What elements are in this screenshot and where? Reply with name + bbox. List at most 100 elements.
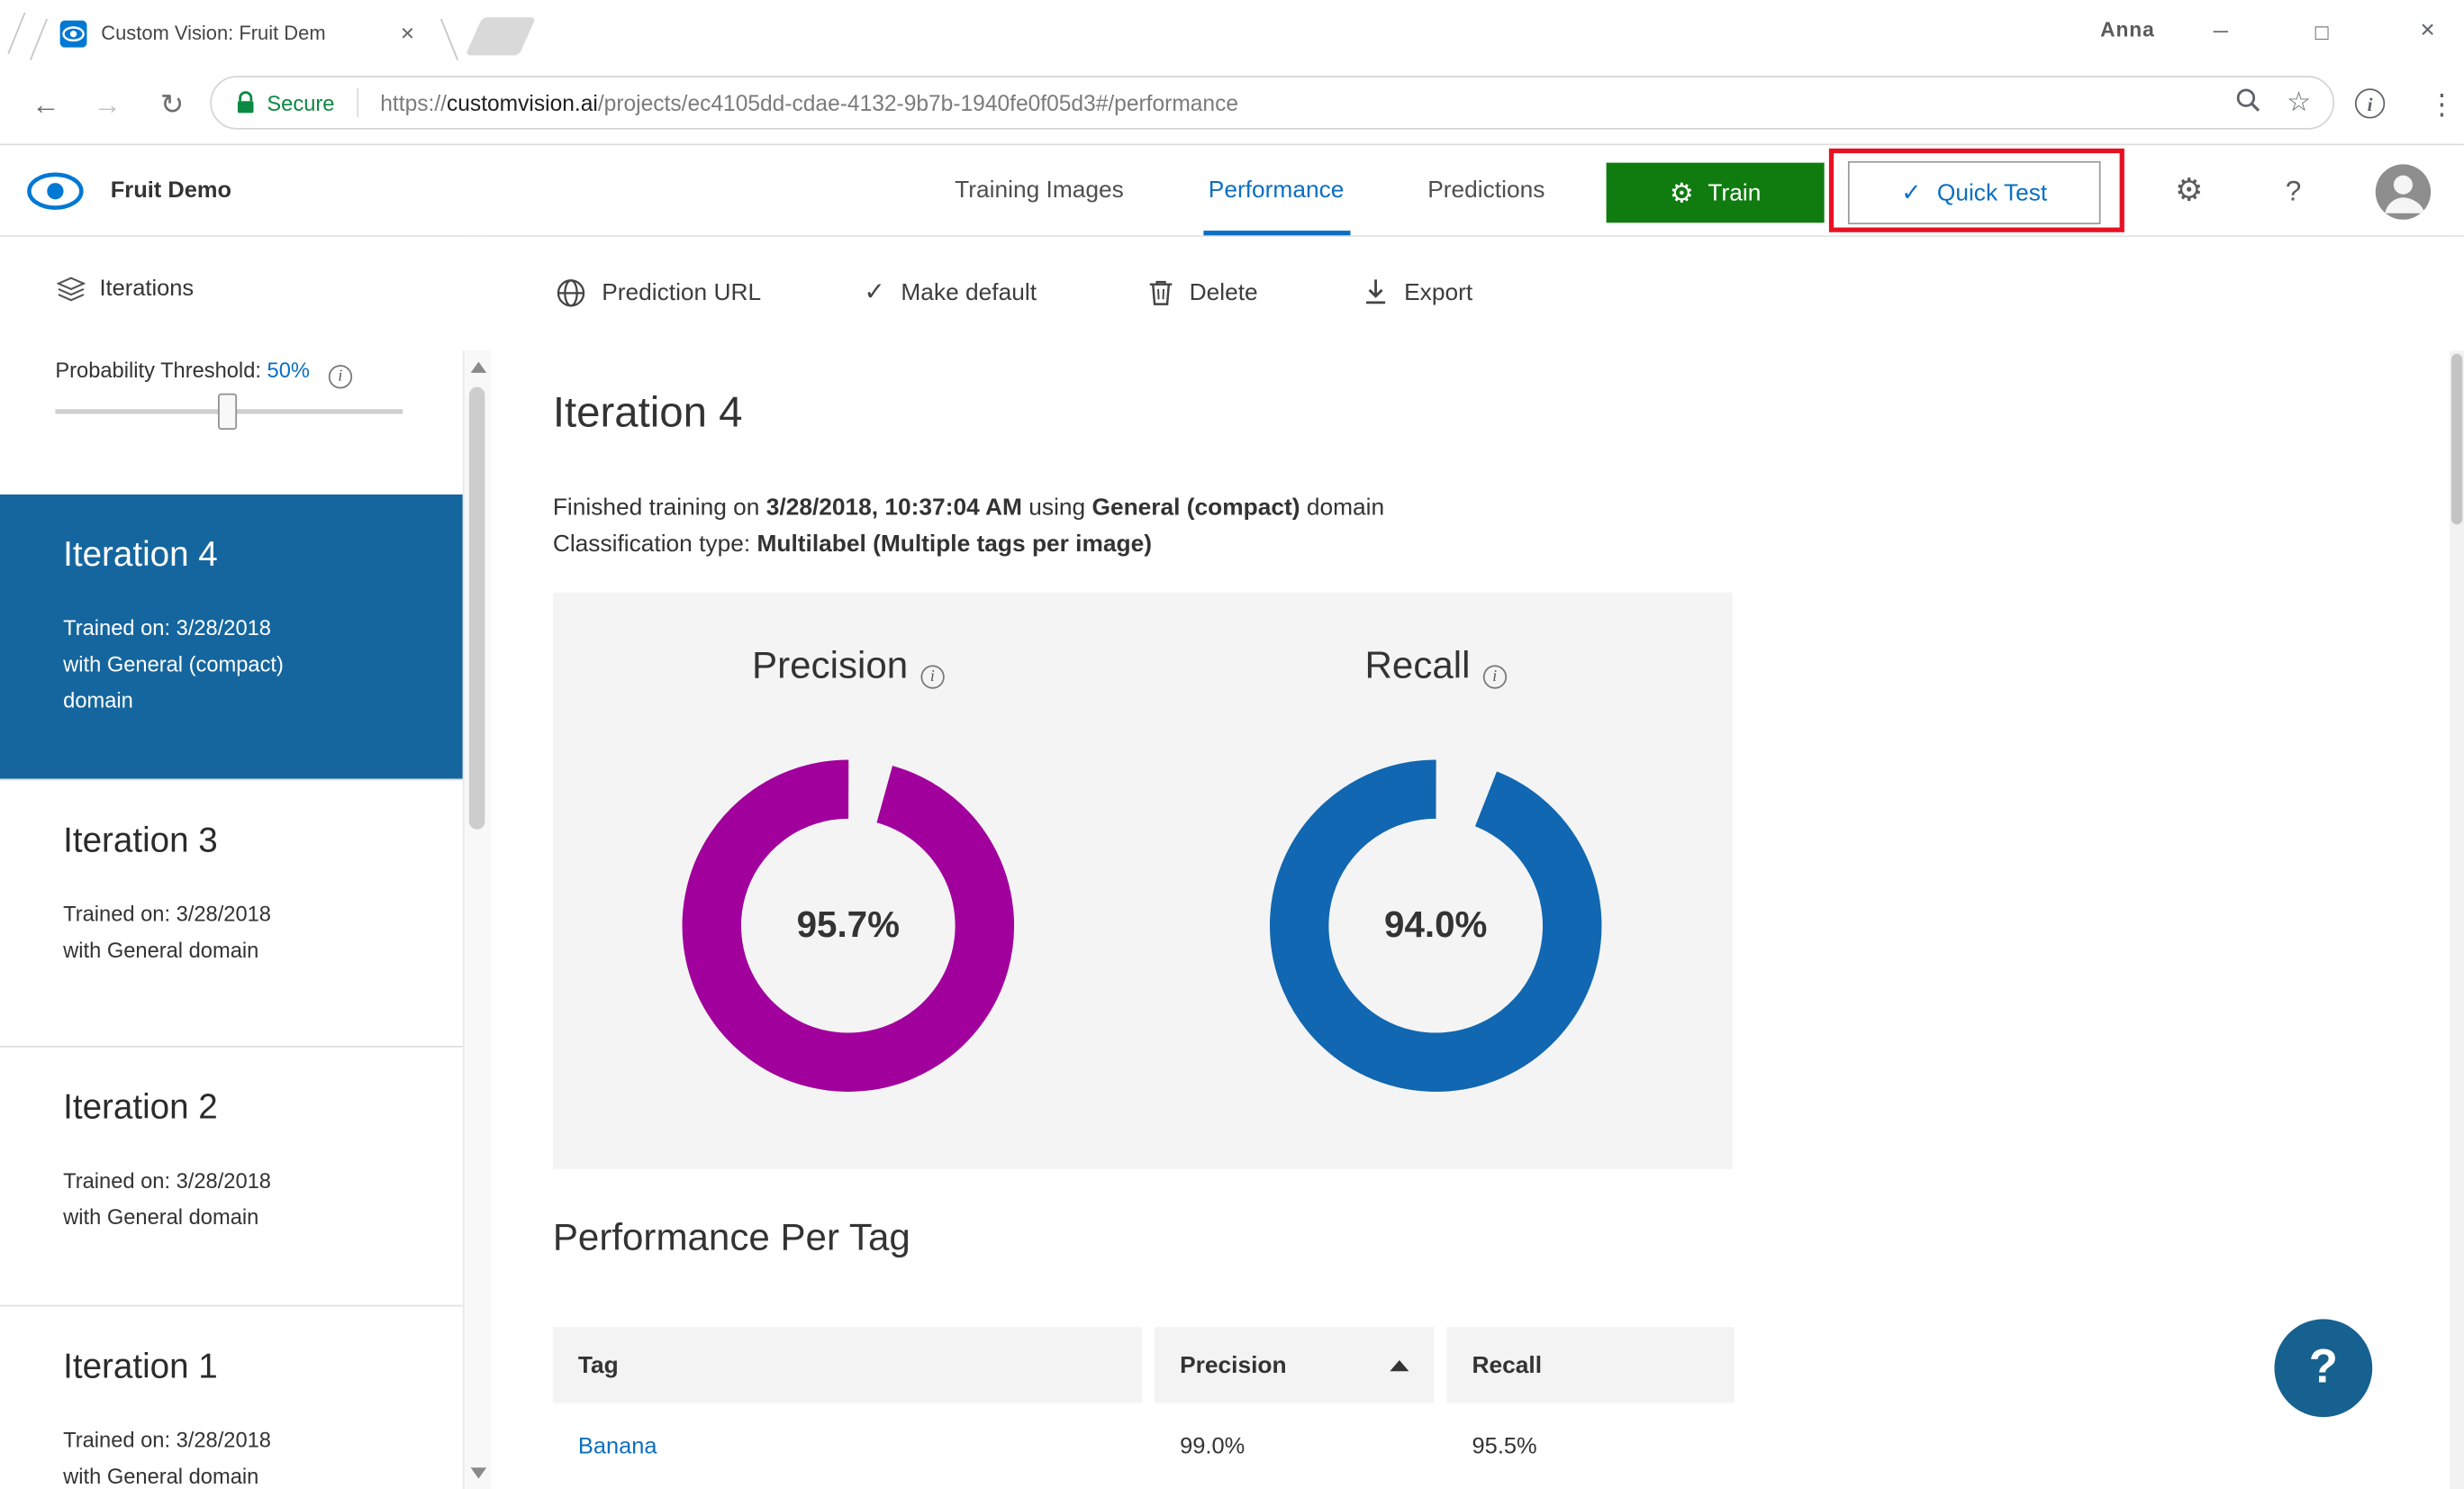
iteration-detail: with General domain (63, 938, 259, 963)
tabstrip-decoration (7, 12, 26, 54)
info-icon[interactable]: i (2354, 88, 2386, 119)
window-close-button[interactable]: × (2420, 17, 2435, 45)
tab-close-icon[interactable]: × (400, 20, 415, 48)
iteration-name: Iteration 3 (63, 820, 218, 860)
profile-name: Anna (2100, 17, 2155, 41)
avatar[interactable] (2375, 164, 2432, 220)
finished-training-line: Finished training on 3/28/2018, 10:37:04… (552, 494, 1385, 522)
classification-type: Multilabel (Multiple tags per image) (756, 531, 1152, 558)
train-gears-icon: ⚙ (1669, 177, 1694, 208)
check-icon: ✓ (864, 279, 885, 307)
precision-donut-chart (682, 759, 1015, 1092)
iteration-detail: with General (compact) (63, 652, 284, 676)
prediction-url-button[interactable]: Prediction URL (556, 260, 761, 323)
favicon-eye-icon (62, 26, 85, 42)
bookmark-star-icon[interactable]: ☆ (2287, 86, 2311, 117)
tab-predictions[interactable]: Predictions (1427, 177, 1545, 204)
iteration-card-1[interactable]: Iteration 1 Trained on: 3/28/2018 with G… (0, 1304, 463, 1489)
forward-button[interactable]: → (93, 88, 122, 121)
threshold-slider[interactable] (55, 392, 403, 433)
prediction-url-label: Prediction URL (602, 278, 762, 306)
iteration-name: Iteration 2 (63, 1086, 218, 1127)
recall-title: Recall i (1265, 645, 1607, 689)
trash-icon (1149, 280, 1173, 305)
make-default-button[interactable]: ✓ Make default (864, 260, 1037, 323)
page-scrollbar[interactable] (2450, 350, 2464, 1489)
globe-icon (557, 278, 585, 306)
scroll-down-icon[interactable] (470, 1467, 487, 1479)
new-tab-button[interactable] (465, 17, 537, 56)
iteration-card-4[interactable]: Iteration 4 Trained on: 3/28/2018 with G… (0, 494, 463, 779)
minimize-button[interactable]: ─ (2213, 19, 2228, 43)
browser-tab[interactable]: Custom Vision: Fruit Dem × (29, 6, 458, 63)
iteration-detail: Trained on: 3/28/2018 (63, 1428, 271, 1452)
export-button[interactable]: Export (1363, 260, 1473, 323)
iteration-detail: with General domain (63, 1464, 259, 1489)
quick-test-button[interactable]: ✓ Quick Test (1847, 160, 2101, 225)
iterations-sidebar: Iterations Probability Threshold: 50% i … (0, 237, 463, 1489)
address-bar[interactable]: Secure https://customvision.ai/projects/… (210, 76, 2335, 130)
recall-donut-chart (1269, 759, 1602, 1092)
banana-precision-value: 99.0% (1180, 1433, 1246, 1459)
training-metadata: Finished training on 3/28/2018, 10:37:04… (553, 490, 1384, 563)
person-icon (2385, 175, 2425, 213)
recall-value: 94.0% (1384, 903, 1488, 945)
train-label: Train (1708, 179, 1762, 206)
classification-type-line: Classification type: Multilabel (Multipl… (552, 531, 1152, 558)
sidebar-scrollbar[interactable] (462, 350, 492, 1489)
tab-training-images[interactable]: Training Images (955, 177, 1124, 204)
custom-vision-favicon (59, 20, 87, 48)
url-path: /projects/ec4105dd-cdae-4132-9b7b-1940fe… (597, 89, 1239, 116)
settings-gear-icon[interactable]: ⚙ (2175, 173, 2204, 209)
scroll-up-icon[interactable] (470, 361, 487, 373)
training-datetime: 3/28/2018, 10:37:04 AM (765, 494, 1022, 522)
iteration-detail: Trained on: 3/28/2018 (63, 615, 271, 640)
column-header-precision[interactable]: Precision (1155, 1327, 1435, 1403)
threshold-info-icon[interactable]: i (328, 365, 352, 389)
probability-threshold: Probability Threshold: 50% i (55, 359, 352, 389)
iteration-card-2[interactable]: Iteration 2 Trained on: 3/28/2018 with G… (0, 1046, 463, 1305)
tag-link-banana[interactable]: Banana (577, 1433, 657, 1459)
secure-label: Secure (267, 90, 335, 115)
train-button[interactable]: ⚙ Train (1606, 162, 1825, 223)
lock-icon (235, 90, 256, 115)
iterations-title: Iterations (99, 276, 195, 302)
main-content: Prediction URL ✓ Make default Delete Exp… (491, 237, 2450, 1489)
help-question-icon: ? (2308, 1340, 2338, 1394)
iteration-detail: Trained on: 3/28/2018 (63, 902, 271, 926)
header-help-icon[interactable]: ? (2285, 175, 2302, 207)
column-header-tag[interactable]: Tag (552, 1327, 1142, 1403)
export-icon (1366, 279, 1386, 304)
tab-edge-right (439, 18, 458, 60)
site-header: Fruit Demo Training Images Performance P… (0, 145, 2464, 238)
url-host: customvision.ai (446, 89, 598, 116)
recall-info-icon[interactable]: i (1482, 665, 1507, 689)
back-button[interactable]: ← (32, 88, 60, 121)
reload-button[interactable]: ↻ (159, 88, 185, 121)
maximize-button[interactable]: □ (2315, 19, 2329, 45)
tab-performance[interactable]: Performance (1208, 177, 1345, 204)
iteration-name: Iteration 1 (63, 1346, 218, 1386)
threshold-label: Probability Threshold: (55, 359, 261, 383)
precision-info-icon[interactable]: i (920, 665, 945, 689)
iteration-card-3[interactable]: Iteration 3 Trained on: 3/28/2018 with G… (0, 778, 463, 1047)
slider-handle[interactable] (218, 393, 238, 431)
check-icon: ✓ (1901, 179, 1922, 207)
iterations-header: Iterations (57, 277, 194, 302)
help-fab[interactable]: ? (2274, 1319, 2373, 1418)
tab-title: Custom Vision: Fruit Dem (101, 22, 326, 45)
column-header-recall[interactable]: Recall (1446, 1327, 1735, 1403)
quick-test-label: Quick Test (1936, 179, 2048, 206)
active-tab-indicator (1203, 231, 1351, 236)
custom-vision-logo (25, 168, 86, 222)
scrollbar-thumb[interactable] (468, 386, 485, 830)
browser-menu-icon[interactable]: ⋮ (2427, 88, 2457, 121)
tab-edge-left (29, 18, 48, 60)
iterations-layers-icon (57, 277, 86, 302)
export-label: Export (1404, 278, 1473, 306)
iteration-detail: with General domain (63, 1205, 259, 1230)
page-scrollbar-thumb[interactable] (2450, 353, 2463, 525)
zoom-icon[interactable] (2233, 85, 2261, 121)
delete-button[interactable]: Delete (1148, 260, 1258, 323)
